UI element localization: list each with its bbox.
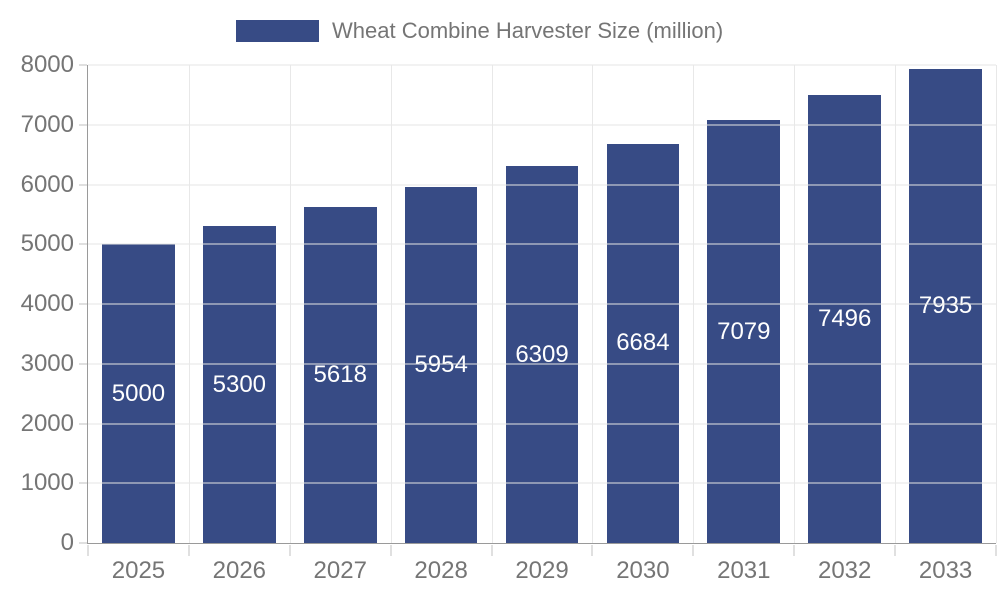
bar: 7079 <box>707 120 781 543</box>
x-tick-label: 2033 <box>918 557 973 584</box>
x-axis-tick <box>995 544 997 556</box>
x-axis-tick <box>87 544 89 556</box>
bar-value-label: 6684 <box>616 329 670 357</box>
bar: 5954 <box>404 187 478 543</box>
x-axis-tick <box>692 544 694 556</box>
y-tick-label: 1000 <box>20 469 74 497</box>
x-axis-tick <box>793 544 795 556</box>
bar-slot: 7079 <box>693 65 794 543</box>
bar: 6309 <box>505 166 579 543</box>
y-tick-label: 6000 <box>20 170 74 198</box>
y-tick-label: 8000 <box>20 51 74 78</box>
bar: 7496 <box>808 95 881 543</box>
x-axis-tick <box>591 544 593 556</box>
bar: 5618 <box>303 207 377 543</box>
gridline-horizontal <box>88 482 996 484</box>
bar-slot: 7935 <box>895 65 996 543</box>
bar-value-label: 5000 <box>111 379 166 407</box>
bar-value-label: 5300 <box>212 370 267 398</box>
gridline-horizontal <box>88 363 996 365</box>
gridline-horizontal <box>88 64 996 66</box>
gridline-vertical <box>390 65 392 543</box>
x-tick-label: 2025 <box>111 557 166 584</box>
x-axis-tick <box>390 544 392 556</box>
y-tick-label: 0 <box>60 529 74 556</box>
gridline-horizontal <box>88 243 996 245</box>
y-tick-label: 7000 <box>20 110 74 138</box>
x-tick-label: 2031 <box>717 557 771 584</box>
bar: 7935 <box>909 68 982 543</box>
gridline-horizontal <box>88 303 996 305</box>
y-axis-tick <box>78 184 87 185</box>
bar-slot: 7496 <box>794 65 895 543</box>
plot-area: 5000 5300 5618 5954 6309 6684 7079 7496 7935 202… <box>21 51 997 584</box>
y-tick-label: 2000 <box>20 409 74 437</box>
legend-swatch <box>236 20 319 42</box>
bar-slot: 6684 <box>592 65 693 543</box>
gridline-horizontal <box>88 423 996 424</box>
bar-value-label: 7496 <box>817 305 872 333</box>
x-axis-tick <box>491 544 493 556</box>
bar-slot: 5618 <box>290 65 391 543</box>
bar-value-label: 7079 <box>717 317 771 345</box>
y-axis-tick <box>78 303 87 305</box>
bar-slot: 5000 <box>88 65 189 543</box>
y-tick-label: 4000 <box>20 290 74 317</box>
y-axis-tick <box>78 243 87 245</box>
x-labels-row: 2025 2026 2027 2028 2029 2030 2031 2032 2033 <box>88 557 996 585</box>
bar-value-label: 5618 <box>313 361 367 389</box>
gridline-horizontal <box>88 124 996 126</box>
gridline-vertical <box>289 65 291 543</box>
gridline-vertical <box>491 65 493 543</box>
x-tick-label: 2030 <box>616 557 670 584</box>
bar-value-label: 5954 <box>414 351 468 379</box>
x-tick-label: 2029 <box>515 557 569 584</box>
y-tick-label: 3000 <box>20 349 74 377</box>
x-tick-label: 2027 <box>313 557 367 584</box>
gridline-horizontal <box>88 184 996 185</box>
y-axis-tick <box>78 542 87 544</box>
x-axis-tick <box>894 544 896 556</box>
gridline-vertical <box>693 65 695 543</box>
y-tick-label: 5000 <box>20 230 74 258</box>
bar-value-label: 6309 <box>515 340 569 368</box>
y-axis-tick <box>78 64 87 66</box>
bars-row: 5000 5300 5618 5954 6309 6684 7079 7496 7935 <box>88 65 996 543</box>
x-tick-label: 2032 <box>817 557 872 584</box>
y-axis-tick <box>78 482 87 484</box>
x-axis-tick <box>188 544 190 556</box>
gridline-vertical <box>996 65 997 543</box>
bar: 6684 <box>606 143 680 543</box>
x-tick-label: 2028 <box>414 557 468 584</box>
y-axis-tick <box>78 363 87 365</box>
bar-value-label: 7935 <box>918 291 973 319</box>
bar: 5000 <box>102 244 175 543</box>
gridline-vertical <box>592 65 594 543</box>
gridline-vertical <box>794 65 796 543</box>
x-tick-label: 2026 <box>212 557 267 584</box>
x-axis-tick <box>289 544 291 556</box>
gridline-vertical <box>895 65 897 543</box>
bar: 5300 <box>203 226 276 543</box>
legend-label: Wheat Combine Harvester Size (million) <box>332 18 724 43</box>
bar-slot: 6309 <box>492 65 593 543</box>
legend: Wheat Combine Harvester Size (million) <box>236 18 723 44</box>
gridline-vertical <box>188 65 190 543</box>
y-axis-tick <box>78 423 87 424</box>
y-axis-tick <box>78 124 87 126</box>
bar-slot: 5300 <box>189 65 290 543</box>
